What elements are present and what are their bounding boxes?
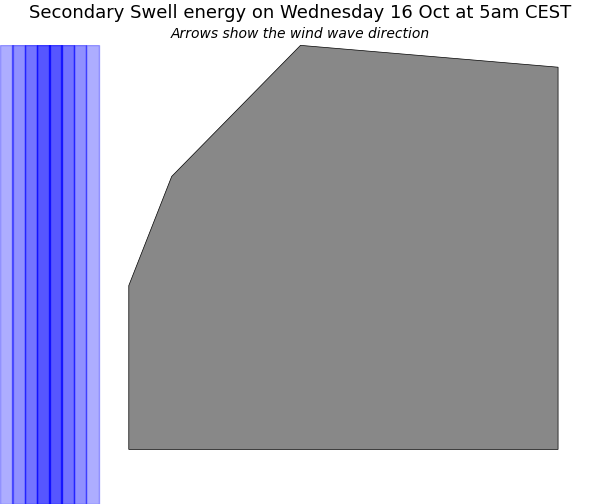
Bar (25, 45, 37, 504)
Bar (37, 45, 50, 504)
Bar (49, 45, 62, 504)
Bar (0, 45, 13, 504)
Bar (86, 45, 99, 504)
Bar (12, 45, 25, 504)
Bar (61, 45, 74, 504)
Text: Arrows show the wind wave direction: Arrows show the wind wave direction (171, 27, 430, 41)
Bar (73, 45, 87, 504)
Text: Secondary Swell energy on Wednesday 16 Oct at 5am CEST: Secondary Swell energy on Wednesday 16 O… (29, 4, 572, 22)
Polygon shape (129, 45, 558, 450)
